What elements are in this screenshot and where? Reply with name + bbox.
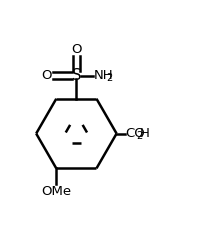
Text: OMe: OMe [41, 185, 71, 198]
Text: NH: NH [93, 69, 113, 82]
Text: 2: 2 [136, 131, 142, 141]
Text: O: O [41, 69, 52, 82]
Text: O: O [71, 43, 81, 56]
Text: 2: 2 [105, 73, 112, 83]
Text: H: H [139, 127, 149, 140]
Text: CO: CO [125, 127, 144, 140]
Text: S: S [71, 68, 81, 83]
